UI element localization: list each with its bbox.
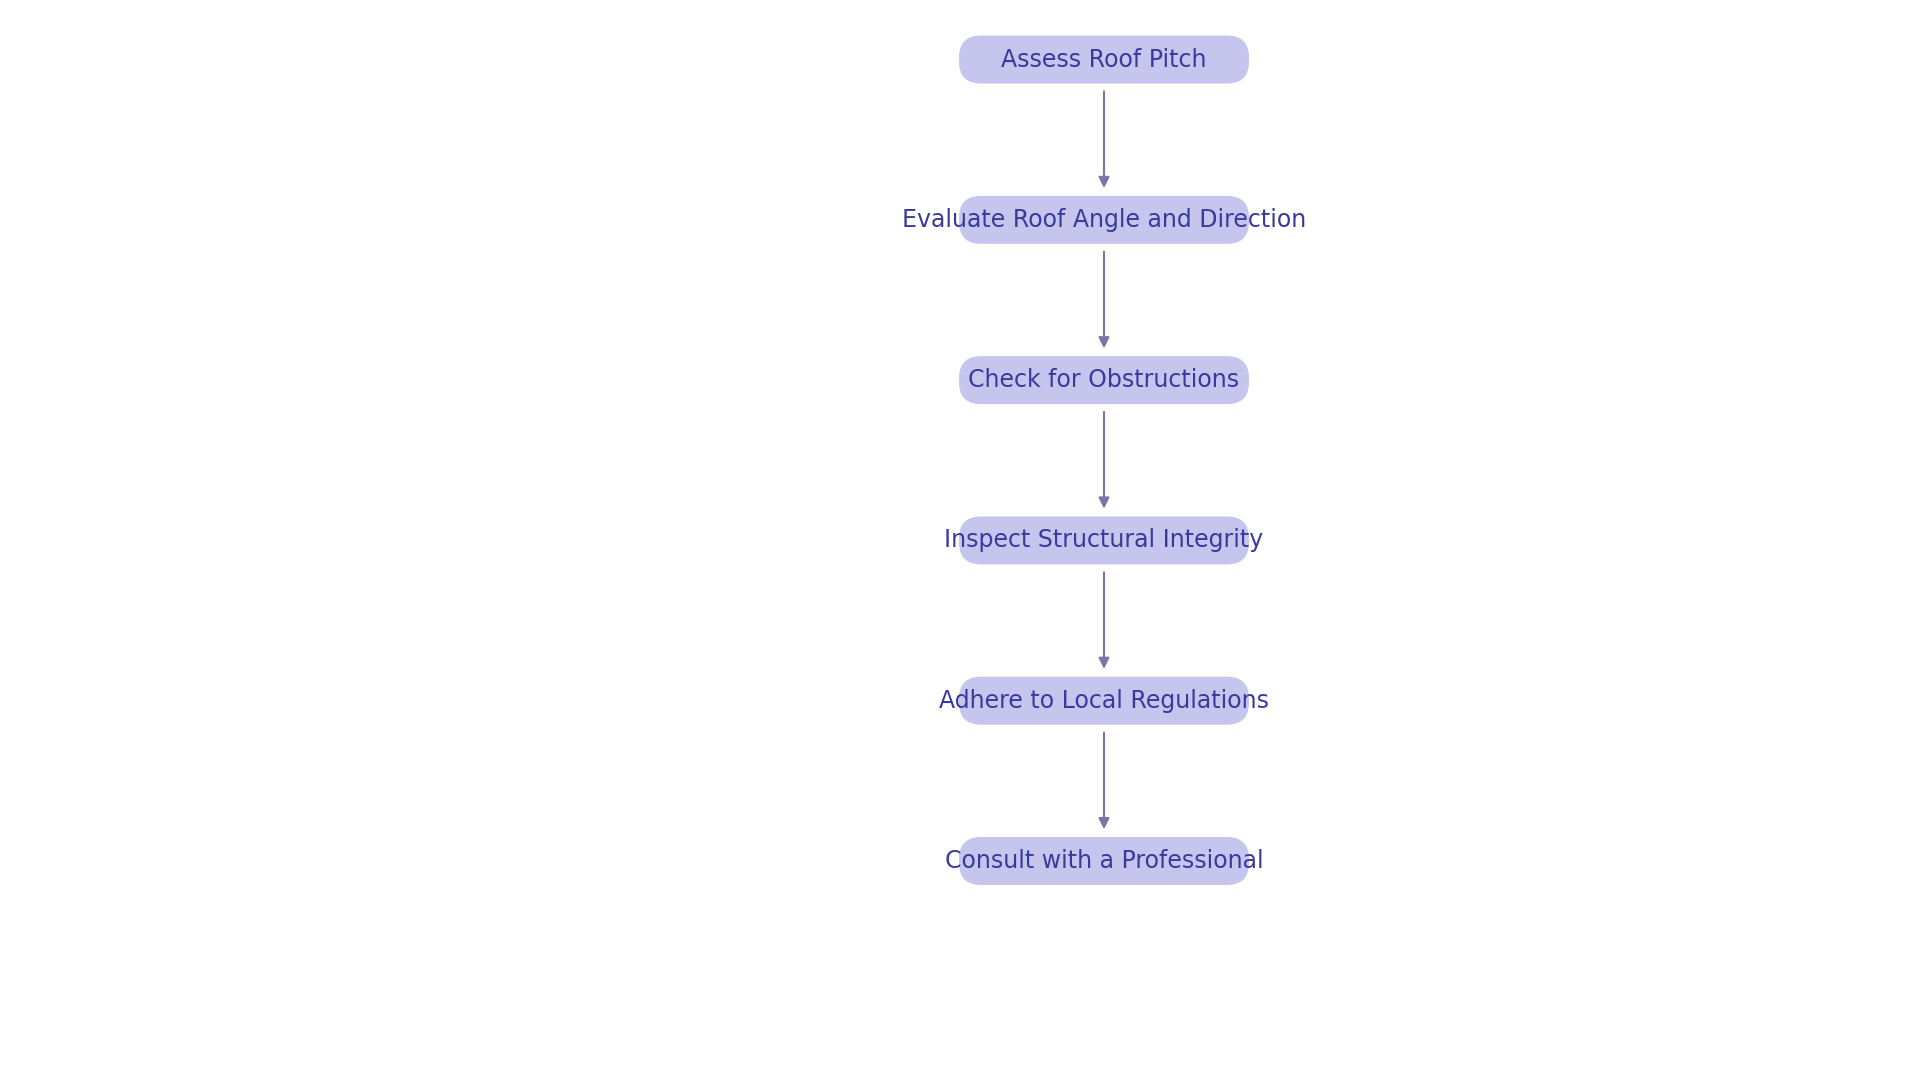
FancyBboxPatch shape <box>958 517 1250 564</box>
Text: Evaluate Roof Angle and Direction: Evaluate Roof Angle and Direction <box>902 208 1306 232</box>
Text: Inspect Structural Integrity: Inspect Structural Integrity <box>945 529 1263 552</box>
Text: Assess Roof Pitch: Assess Roof Pitch <box>1000 48 1208 71</box>
FancyBboxPatch shape <box>958 356 1250 404</box>
Text: Consult with a Professional: Consult with a Professional <box>945 849 1263 873</box>
Text: Adhere to Local Regulations: Adhere to Local Regulations <box>939 689 1269 713</box>
FancyBboxPatch shape <box>958 677 1250 725</box>
FancyBboxPatch shape <box>958 837 1250 885</box>
FancyBboxPatch shape <box>958 36 1250 83</box>
Text: Check for Obstructions: Check for Obstructions <box>968 368 1240 392</box>
FancyBboxPatch shape <box>958 196 1250 244</box>
